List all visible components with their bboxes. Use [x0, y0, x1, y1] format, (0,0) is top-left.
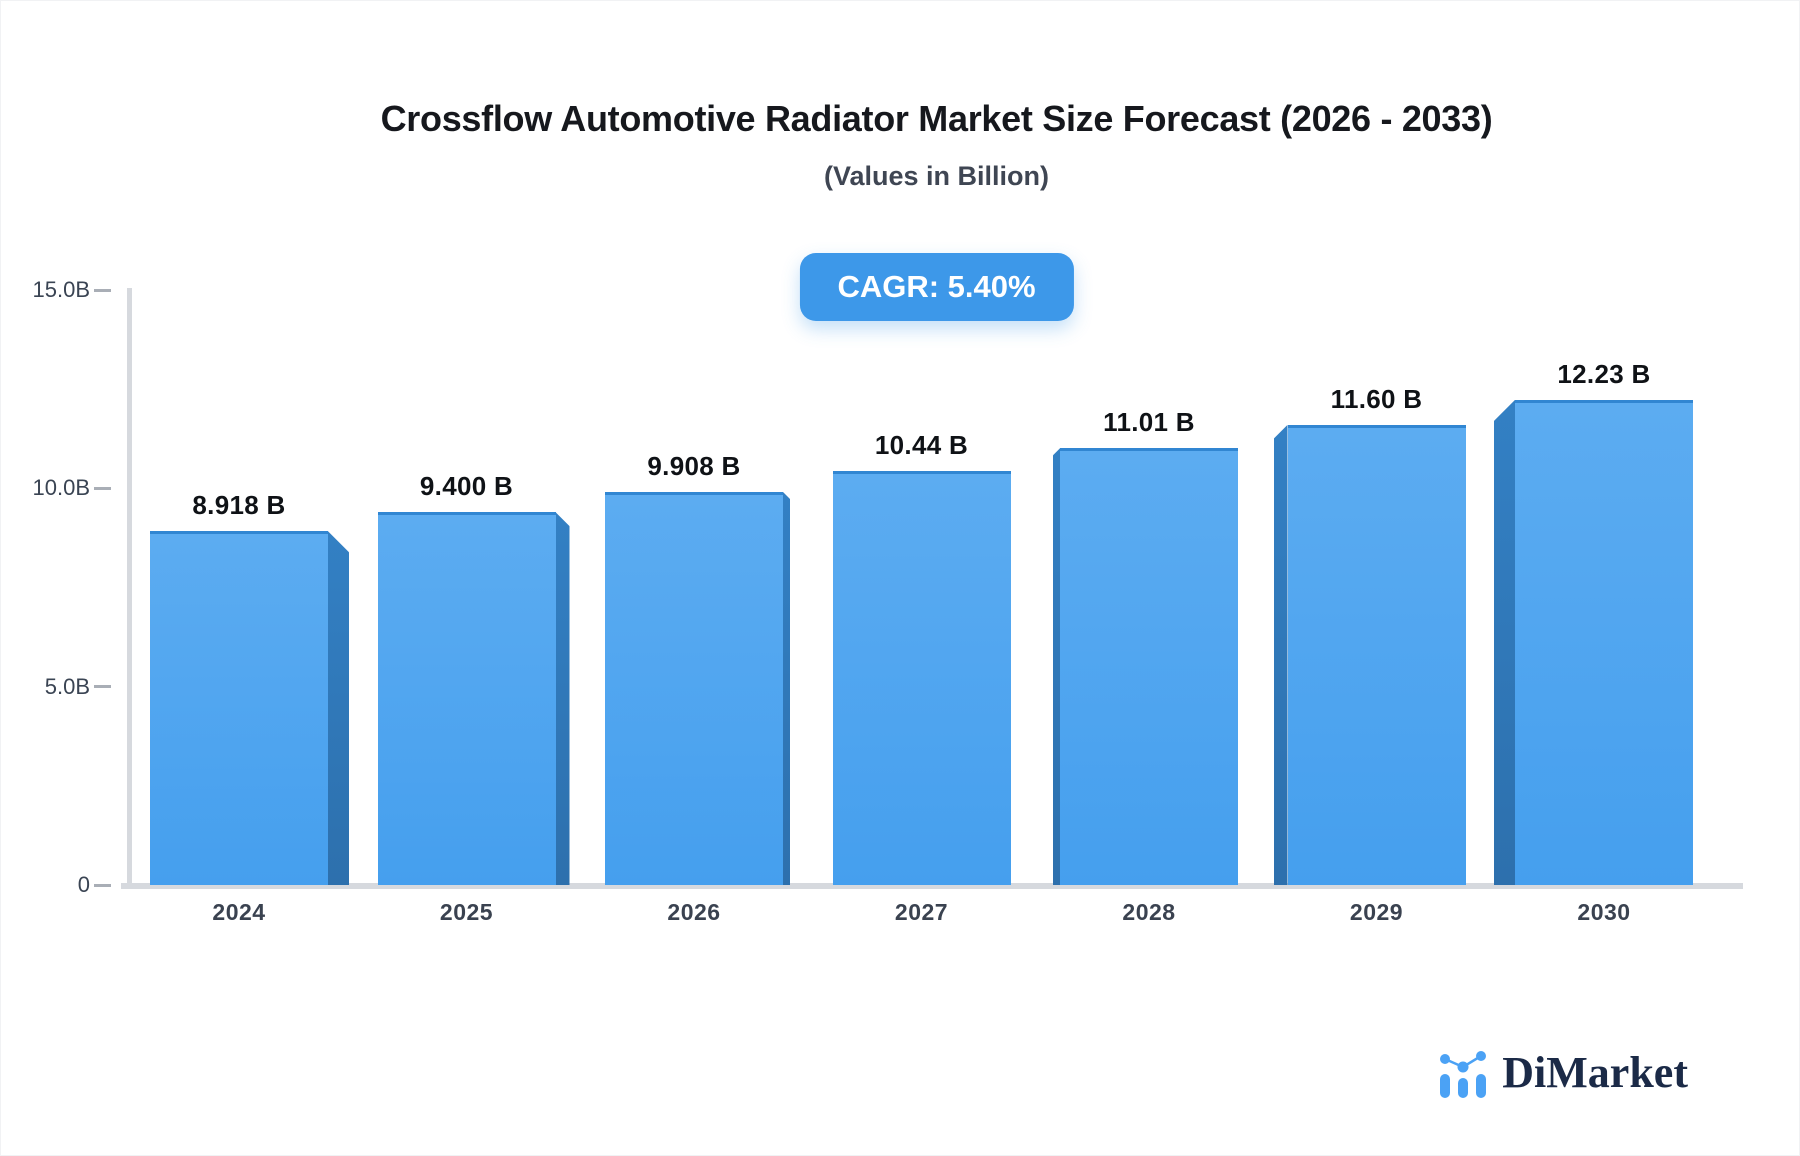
bar-value-label: 11.60 B — [1330, 383, 1423, 414]
bar-value-label: 12.23 B — [1557, 358, 1651, 389]
y-axis-tick — [94, 685, 111, 689]
y-axis-tick — [94, 883, 111, 887]
y-axis-label: 0 — [77, 872, 90, 897]
y-axis-label: 5.0B — [44, 673, 90, 699]
bar-value-label: 11.01 B — [1103, 407, 1195, 438]
y-axis-line — [127, 288, 132, 888]
bar — [150, 531, 328, 885]
y-axis-tick — [94, 288, 111, 292]
dimarket-logo: DiMarket — [1437, 1048, 1688, 1098]
bar-3d-side — [1053, 448, 1060, 885]
x-axis-label: 2028 — [1122, 899, 1176, 925]
bar — [1515, 399, 1693, 885]
mini-bar-chart-icon — [1437, 1048, 1491, 1098]
bar-3d-side — [1494, 399, 1515, 885]
x-axis-label: 2024 — [212, 899, 266, 925]
cagr-badge: CAGR: 5.40% — [799, 253, 1074, 321]
bar-value-label: 9.908 B — [647, 450, 741, 481]
x-axis-label: 2029 — [1349, 899, 1404, 925]
plot-area: 15.0B 10.0B 5.0B 0 8.918 B 2024 9.400 B 2025 9.9… — [33, 277, 1743, 925]
x-axis-line — [121, 883, 1743, 889]
x-axis-label: 2030 — [1577, 899, 1631, 925]
y-axis-tick — [94, 486, 111, 490]
bar-3d-side — [1273, 424, 1288, 885]
bar — [605, 491, 783, 885]
chart-title: Crossflow Automotive Radiator Market Siz… — [380, 98, 1493, 139]
x-axis-label: 2026 — [667, 899, 721, 925]
y-axis-label: 15.0B — [32, 277, 91, 302]
bar-3d-side — [783, 491, 790, 885]
bar — [377, 512, 556, 885]
logo-wordmark: DiMarket — [1502, 1048, 1688, 1097]
bar — [1060, 448, 1238, 885]
bar-value-label: 8.918 B — [192, 490, 286, 521]
x-axis-label: 2027 — [894, 899, 949, 925]
bar — [1287, 424, 1466, 885]
bar-3d-side — [555, 512, 570, 885]
bar-value-label: 10.44 B — [874, 429, 969, 460]
x-axis-label: 2025 — [439, 899, 494, 925]
chart-subtitle: (Values in Billion) — [823, 161, 1050, 191]
bar-value-label: 9.400 B — [419, 471, 514, 502]
bar-3d-side — [328, 531, 349, 885]
y-axis-label: 10.0B — [32, 475, 91, 501]
bar — [832, 470, 1011, 885]
